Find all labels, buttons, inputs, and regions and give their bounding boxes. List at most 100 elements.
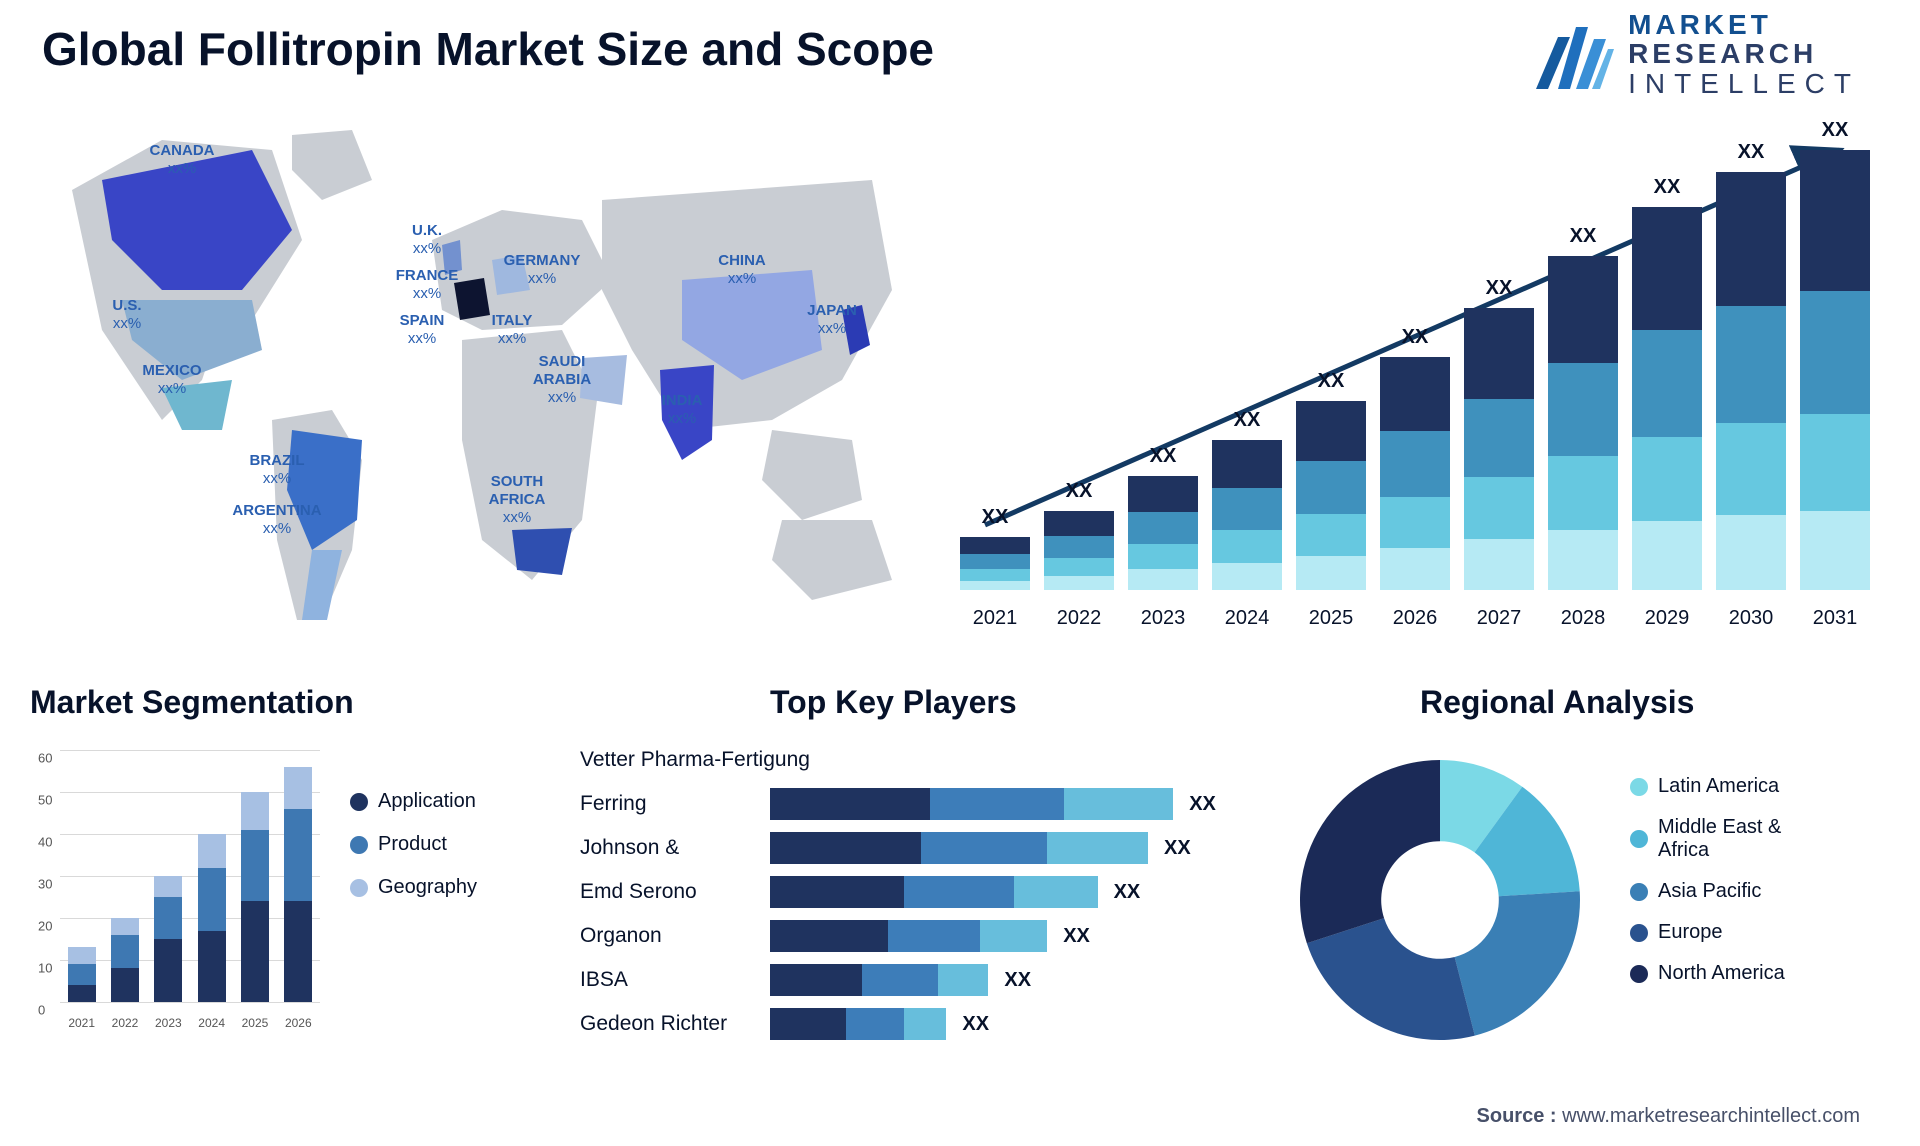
bar-segment	[1044, 536, 1114, 558]
x-tick-label: 2022	[112, 1016, 139, 1030]
seg-bar-segment	[241, 901, 269, 1002]
players-rows: Vetter Pharma-Fertigung FerringXX Johnson …	[580, 742, 1240, 1042]
player-name: Gedeon Richter	[580, 1012, 770, 1036]
bar-segment	[1548, 456, 1618, 530]
player-name: Organon	[580, 924, 770, 948]
legend-label: Middle East &Africa	[1658, 816, 1781, 862]
bar-segment	[1464, 477, 1534, 539]
player-row: Emd SeronoXX	[580, 874, 1240, 910]
top-key-players-section: Top Key Players Vetter Pharma-FertigungF…	[580, 690, 1240, 1050]
player-bar-segment	[1047, 832, 1148, 864]
y-tick-label: 60	[38, 751, 52, 766]
legend-swatch	[1630, 778, 1648, 796]
seg-bar-segment	[111, 968, 139, 1002]
seg-bar-segment	[154, 939, 182, 1002]
logo-line-3: INTELLECT	[1628, 69, 1860, 98]
forecast-bar-2024: XX	[1212, 440, 1282, 590]
forecast-year-label: 2026	[1380, 607, 1450, 630]
bar-segment	[1128, 569, 1198, 590]
player-bar	[770, 788, 1173, 820]
regional-legend: Latin AmericaMiddle East &AfricaAsia Pac…	[1630, 775, 1785, 1003]
logo-line-2: RESEARCH	[1628, 39, 1860, 68]
legend-swatch	[1630, 883, 1648, 901]
bar-segment	[1716, 172, 1786, 306]
seg-bar-segment	[241, 830, 269, 901]
forecast-year-label: 2029	[1632, 607, 1702, 630]
bar-segment	[1632, 330, 1702, 437]
player-row: FerringXX	[580, 786, 1240, 822]
legend-item: Europe	[1630, 921, 1785, 944]
bar-segment	[1800, 291, 1870, 414]
player-value: XX	[1063, 925, 1090, 948]
player-bar-segment	[1064, 788, 1173, 820]
bar-segment	[960, 554, 1030, 569]
forecast-year-label: 2027	[1464, 607, 1534, 630]
forecast-bar-2026: XX	[1380, 357, 1450, 590]
donut-slice	[1455, 891, 1580, 1035]
players-title: Top Key Players	[770, 684, 1017, 721]
seg-bar-segment	[198, 931, 226, 1002]
bar-segment	[1632, 437, 1702, 521]
player-bar	[770, 1008, 946, 1040]
forecast-bar-2031: XX	[1800, 150, 1870, 590]
donut-slice	[1300, 760, 1440, 943]
player-bar-segment	[904, 1008, 946, 1040]
player-name: Vetter Pharma-Fertigung	[580, 748, 810, 772]
bar-segment	[1212, 440, 1282, 488]
bar-segment	[1800, 414, 1870, 511]
player-bar-segment	[770, 1008, 846, 1040]
player-bar-segment	[770, 964, 862, 996]
logo-mark-icon	[1536, 19, 1614, 89]
legend-item: Asia Pacific	[1630, 880, 1785, 903]
player-name: Johnson &	[580, 836, 770, 860]
bar-segment	[1380, 548, 1450, 590]
regional-title: Regional Analysis	[1420, 684, 1694, 721]
player-bar-segment	[770, 788, 930, 820]
forecast-year-label: 2028	[1548, 607, 1618, 630]
forecast-year-label: 2023	[1128, 607, 1198, 630]
player-row: IBSAXX	[580, 962, 1240, 998]
legend-swatch	[1630, 965, 1648, 983]
legend-item: Product	[350, 833, 477, 856]
forecast-bar-2028: XX	[1548, 256, 1618, 590]
seg-bar-segment	[111, 935, 139, 969]
player-name: Emd Serono	[580, 880, 770, 904]
bar-segment	[1548, 363, 1618, 457]
bar-segment	[960, 537, 1030, 554]
forecast-year-label: 2024	[1212, 607, 1282, 630]
player-value: XX	[1189, 793, 1216, 816]
page-title: Global Follitropin Market Size and Scope	[42, 22, 934, 76]
player-header-row: Vetter Pharma-Fertigung	[580, 742, 1240, 778]
bar-segment	[1716, 423, 1786, 515]
bar-segment	[1212, 488, 1282, 530]
bar-segment	[1380, 497, 1450, 548]
bar-segment	[1464, 308, 1534, 398]
legend-label: Application	[378, 790, 476, 813]
forecast-bar-2029: XX	[1632, 207, 1702, 590]
logo-line-1: MARKET	[1628, 10, 1860, 39]
bar-segment	[1632, 207, 1702, 329]
forecast-year-label: 2031	[1800, 607, 1870, 630]
bar-top-label: XX	[1296, 370, 1366, 393]
y-tick-label: 50	[38, 793, 52, 808]
x-tick-label: 2024	[198, 1016, 225, 1030]
player-bar	[770, 832, 1148, 864]
footer-label: Source :	[1477, 1105, 1557, 1127]
player-bar	[770, 876, 1098, 908]
legend-label: Geography	[378, 876, 477, 899]
bar-segment	[1044, 576, 1114, 590]
player-bar-segment	[904, 876, 1013, 908]
bar-segment	[1128, 512, 1198, 544]
player-bar-segment	[930, 788, 1064, 820]
x-tick-label: 2023	[155, 1016, 182, 1030]
bar-top-label: XX	[1548, 225, 1618, 248]
bar-segment	[1800, 150, 1870, 291]
logo-text: MARKET RESEARCH INTELLECT	[1628, 10, 1860, 98]
footer-url: www.marketresearchintellect.com	[1562, 1105, 1860, 1127]
segmentation-legend: Application Product Geography	[350, 790, 477, 919]
bar-top-label: XX	[1632, 176, 1702, 199]
bar-top-label: XX	[1128, 445, 1198, 468]
segmentation-chart: 0102030405060 202120222023202420252026	[60, 750, 320, 1030]
player-bar-segment	[980, 920, 1047, 952]
seg-bar-segment	[284, 901, 312, 1002]
